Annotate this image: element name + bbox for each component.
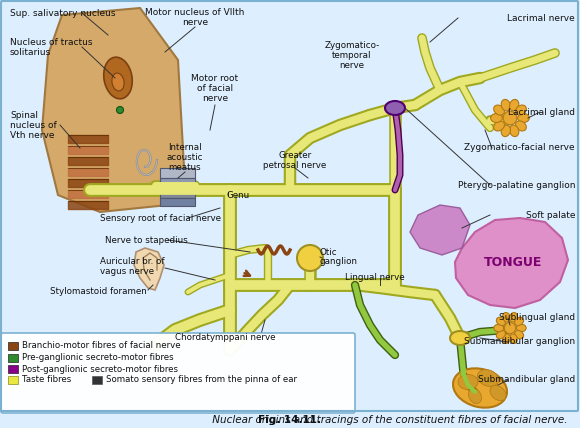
Ellipse shape: [510, 334, 517, 344]
Text: Stylomastoid foramen: Stylomastoid foramen: [50, 288, 147, 297]
Text: Nuclear origins and tracings of the constituent fibres of facial nerve.: Nuclear origins and tracings of the cons…: [209, 415, 567, 425]
Text: Lacrimal gland: Lacrimal gland: [508, 107, 575, 116]
FancyBboxPatch shape: [160, 198, 195, 206]
Text: Lingual nerve: Lingual nerve: [345, 273, 405, 282]
Text: solitarius: solitarius: [10, 48, 51, 56]
Text: ganglion: ganglion: [320, 258, 358, 267]
Ellipse shape: [509, 125, 519, 137]
Ellipse shape: [494, 121, 505, 131]
Text: Chordatymppani nerve: Chordatymppani nerve: [175, 333, 276, 342]
Circle shape: [503, 111, 517, 125]
Ellipse shape: [104, 57, 132, 99]
Bar: [8, 376, 18, 384]
Text: Pre-ganglionic secreto-motor fibres: Pre-ganglionic secreto-motor fibres: [22, 354, 173, 363]
Ellipse shape: [494, 105, 505, 115]
Text: Motor root: Motor root: [191, 74, 238, 83]
FancyBboxPatch shape: [160, 188, 195, 198]
Text: Somato sensory fibres from the pinna of ear: Somato sensory fibres from the pinna of …: [106, 375, 297, 384]
Text: Motor nucleus of VIIth: Motor nucleus of VIIth: [146, 8, 245, 17]
Bar: [8, 342, 18, 350]
Ellipse shape: [450, 331, 470, 345]
Polygon shape: [42, 8, 185, 212]
FancyBboxPatch shape: [160, 178, 195, 188]
Text: Zygomatico-: Zygomatico-: [324, 41, 380, 50]
Text: Sensory root of facial nerve: Sensory root of facial nerve: [100, 214, 221, 223]
Ellipse shape: [112, 73, 124, 91]
Text: Post-ganglionic secreto-motor fibres: Post-ganglionic secreto-motor fibres: [22, 365, 178, 374]
FancyBboxPatch shape: [160, 168, 195, 178]
Text: Internal: Internal: [168, 143, 202, 152]
Ellipse shape: [516, 105, 526, 115]
Text: TONGUE: TONGUE: [484, 256, 542, 268]
Ellipse shape: [385, 101, 405, 115]
Text: Greater: Greater: [278, 151, 311, 160]
Ellipse shape: [503, 312, 510, 322]
Text: vagus nerve: vagus nerve: [100, 268, 154, 276]
Text: petrosal nerve: petrosal nerve: [263, 160, 327, 169]
Ellipse shape: [514, 317, 524, 326]
Text: meatus: meatus: [169, 163, 201, 172]
Text: Lacrimal nerve: Lacrimal nerve: [508, 14, 575, 23]
Text: nerve: nerve: [202, 93, 228, 102]
Text: Sublingual gland: Sublingual gland: [499, 313, 575, 323]
Text: nucleus of: nucleus of: [10, 121, 57, 130]
FancyBboxPatch shape: [1, 333, 355, 413]
Text: Branchio-motor fibres of facial nerve: Branchio-motor fibres of facial nerve: [22, 342, 180, 351]
Polygon shape: [410, 205, 470, 255]
Polygon shape: [134, 248, 164, 290]
Text: Fig. 14.11.: Fig. 14.11.: [259, 415, 321, 425]
Text: Nerve to stapedius: Nerve to stapedius: [105, 235, 188, 244]
Text: Pterygo-palatine ganglion: Pterygo-palatine ganglion: [458, 181, 575, 190]
Ellipse shape: [458, 374, 478, 389]
Bar: [92, 376, 102, 384]
Ellipse shape: [496, 330, 505, 339]
Text: of facial: of facial: [197, 83, 233, 92]
Circle shape: [504, 322, 516, 334]
Text: Taste fibres: Taste fibres: [22, 375, 71, 384]
Ellipse shape: [509, 99, 519, 111]
Text: Soft palate: Soft palate: [525, 211, 575, 220]
Ellipse shape: [517, 113, 530, 122]
Polygon shape: [455, 218, 568, 308]
Ellipse shape: [501, 125, 510, 137]
Text: nerve: nerve: [182, 18, 208, 27]
Text: Otic: Otic: [320, 247, 338, 256]
Text: Genu: Genu: [226, 190, 249, 199]
Text: Auricular br. of: Auricular br. of: [100, 258, 165, 267]
Ellipse shape: [490, 385, 506, 401]
Ellipse shape: [496, 317, 505, 326]
Text: Submandibular gland: Submandibular gland: [478, 375, 575, 384]
Ellipse shape: [469, 389, 481, 404]
Ellipse shape: [510, 312, 517, 322]
Bar: [8, 365, 18, 373]
Ellipse shape: [516, 121, 526, 131]
Text: acoustic: acoustic: [167, 154, 203, 163]
Bar: [8, 354, 18, 362]
Ellipse shape: [516, 324, 526, 332]
Ellipse shape: [501, 99, 510, 111]
Text: Sup. salivatory nucleus: Sup. salivatory nucleus: [10, 9, 115, 18]
Text: Submandibular ganglion: Submandibular ganglion: [464, 338, 575, 347]
Ellipse shape: [514, 330, 524, 339]
Text: Vth nerve: Vth nerve: [10, 131, 55, 140]
Text: Nucleus of tractus: Nucleus of tractus: [10, 38, 92, 47]
Text: Spinal: Spinal: [10, 110, 38, 119]
Text: Zygomatico-facial nerve: Zygomatico-facial nerve: [465, 143, 575, 152]
Text: nerve: nerve: [339, 60, 364, 69]
Circle shape: [117, 107, 124, 113]
Ellipse shape: [453, 369, 507, 408]
Text: temporal: temporal: [332, 51, 372, 59]
Circle shape: [297, 245, 323, 271]
Ellipse shape: [494, 324, 503, 332]
Ellipse shape: [503, 334, 510, 344]
Ellipse shape: [477, 370, 499, 386]
Ellipse shape: [491, 113, 502, 122]
